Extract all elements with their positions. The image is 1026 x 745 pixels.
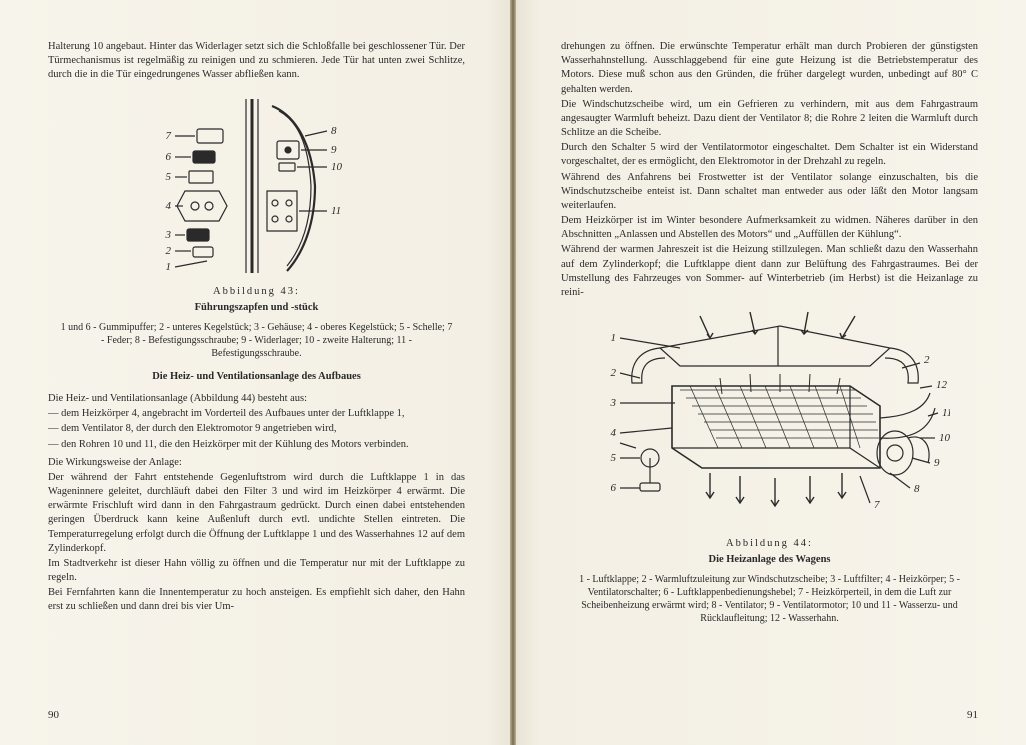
fig43-title: Führungszapfen und -stück: [48, 301, 465, 315]
l4: 4: [610, 427, 616, 439]
rp6: Während der warmen Jahreszeit ist die He…: [561, 243, 978, 300]
p-stadt: Im Stadtverkehr ist dieser Hahn völlig z…: [48, 557, 465, 585]
c-l6: 6: [165, 151, 171, 163]
rp5: Dem Heizkörper ist im Winter besondere A…: [561, 214, 978, 242]
para-intro: Halterung 10 angebaut. Hinter das Widerl…: [48, 40, 465, 83]
l5: 5: [610, 452, 616, 464]
c-l7: 7: [165, 130, 171, 142]
c-r9: 9: [331, 144, 337, 156]
r8: 8: [914, 483, 920, 495]
rp2: Die Windschutzscheibe wird, um ein Gefri…: [561, 98, 978, 141]
fig44-caption: Abbildung 44:: [561, 537, 978, 551]
fig44-legend: 1 - Luftklappe; 2 - Warmluftzuleitung zu…: [561, 573, 978, 625]
c-l1: 1: [165, 261, 171, 273]
c-l3: 3: [164, 229, 171, 241]
rp1: drehungen zu öffnen. Die erwünschte Temp…: [561, 40, 978, 97]
c-l5: 5: [165, 171, 171, 183]
b1: — dem Heizkörper 4, angebracht im Vorder…: [48, 407, 465, 421]
fig43-legend: 1 und 6 - Gummipuffer; 2 - unteres Kegel…: [48, 321, 465, 360]
figure-44-svg: 1 2 3 4 5 6 2 12 11 10 9 8 7: [590, 308, 950, 533]
c-r10: 10: [331, 161, 343, 173]
c-l4: 4: [165, 200, 171, 212]
figure-43-svg: 7 6 5 4 3 2 1 8 9 10 11: [127, 91, 387, 281]
r12: 12: [936, 379, 948, 391]
r7: 7: [874, 499, 880, 511]
figure-44: 1 2 3 4 5 6 2 12 11 10 9 8 7 Abbildung 4…: [561, 308, 978, 567]
r11: 11: [942, 407, 950, 419]
p-consist: Die Heiz- und Ventilationsanlage (Abbild…: [48, 392, 465, 406]
c-r8: 8: [331, 125, 337, 137]
figure-43: 7 6 5 4 3 2 1 8 9 10 11 Abbildung 43: Fü…: [48, 91, 465, 315]
l1: 1: [610, 332, 616, 344]
c-l2: 2: [165, 245, 171, 257]
p-fern: Bei Fernfahrten kann die Innentemperatur…: [48, 586, 465, 614]
page-left: Halterung 10 angebaut. Hinter das Widerl…: [0, 0, 513, 745]
r10: 10: [939, 432, 950, 444]
section-heating: Die Heiz- und Ventilationsanlage des Auf…: [48, 370, 465, 384]
rp3: Durch den Schalter 5 wird der Ventilator…: [561, 141, 978, 169]
rp4: Während des Anfahrens bei Frostwetter is…: [561, 171, 978, 214]
book-binding: [510, 0, 516, 745]
page-number-left: 90: [48, 708, 59, 723]
r2: 2: [924, 354, 930, 366]
l6: 6: [610, 482, 616, 494]
r9: 9: [934, 457, 940, 469]
c-r11: 11: [331, 205, 341, 217]
l2: 2: [610, 367, 616, 379]
page-number-right: 91: [967, 708, 978, 723]
b3: — den Rohren 10 und 11, die den Heizkörp…: [48, 438, 465, 452]
fig43-caption: Abbildung 43:: [48, 285, 465, 299]
fig44-title: Die Heizanlage des Wagens: [561, 553, 978, 567]
p-wirk: Die Wirkungsweise der Anlage:: [48, 456, 465, 470]
p-main: Der während der Fahrt entstehende Gegenl…: [48, 471, 465, 556]
b2: — dem Ventilator 8, der durch den Elektr…: [48, 422, 465, 436]
l3: 3: [609, 397, 616, 409]
page-right: drehungen zu öffnen. Die erwünschte Temp…: [513, 0, 1026, 745]
